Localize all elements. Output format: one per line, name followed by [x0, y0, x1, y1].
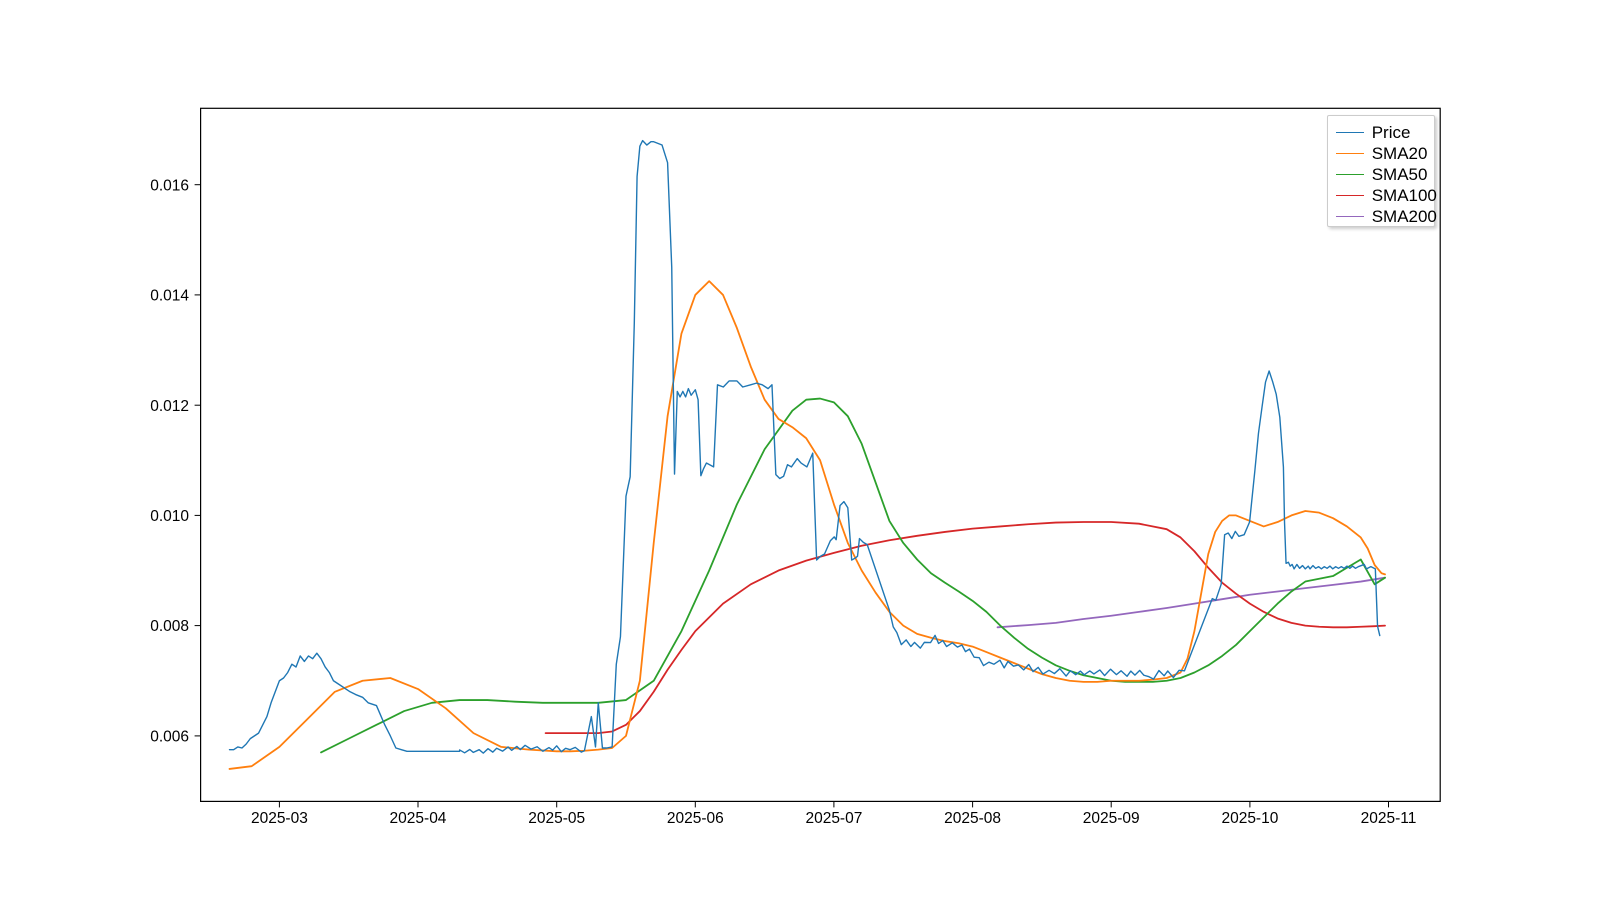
svg-text:0.010: 0.010 [150, 508, 189, 525]
svg-text:0.012: 0.012 [150, 398, 189, 415]
svg-text:0.008: 0.008 [150, 618, 189, 635]
svg-text:2025-11: 2025-11 [1361, 810, 1417, 827]
svg-text:2025-05: 2025-05 [528, 810, 585, 827]
svg-text:0.006: 0.006 [150, 729, 189, 746]
svg-text:0.014: 0.014 [150, 288, 189, 305]
svg-text:2025-04: 2025-04 [390, 810, 447, 827]
svg-text:2025-07: 2025-07 [805, 810, 862, 827]
svg-text:2025-10: 2025-10 [1221, 810, 1278, 827]
svg-text:2025-03: 2025-03 [251, 810, 308, 827]
svg-text:2025-09: 2025-09 [1083, 810, 1140, 827]
svg-text:2025-06: 2025-06 [667, 810, 724, 827]
svg-text:2025-08: 2025-08 [944, 810, 1001, 827]
svg-text:0.016: 0.016 [150, 177, 189, 194]
